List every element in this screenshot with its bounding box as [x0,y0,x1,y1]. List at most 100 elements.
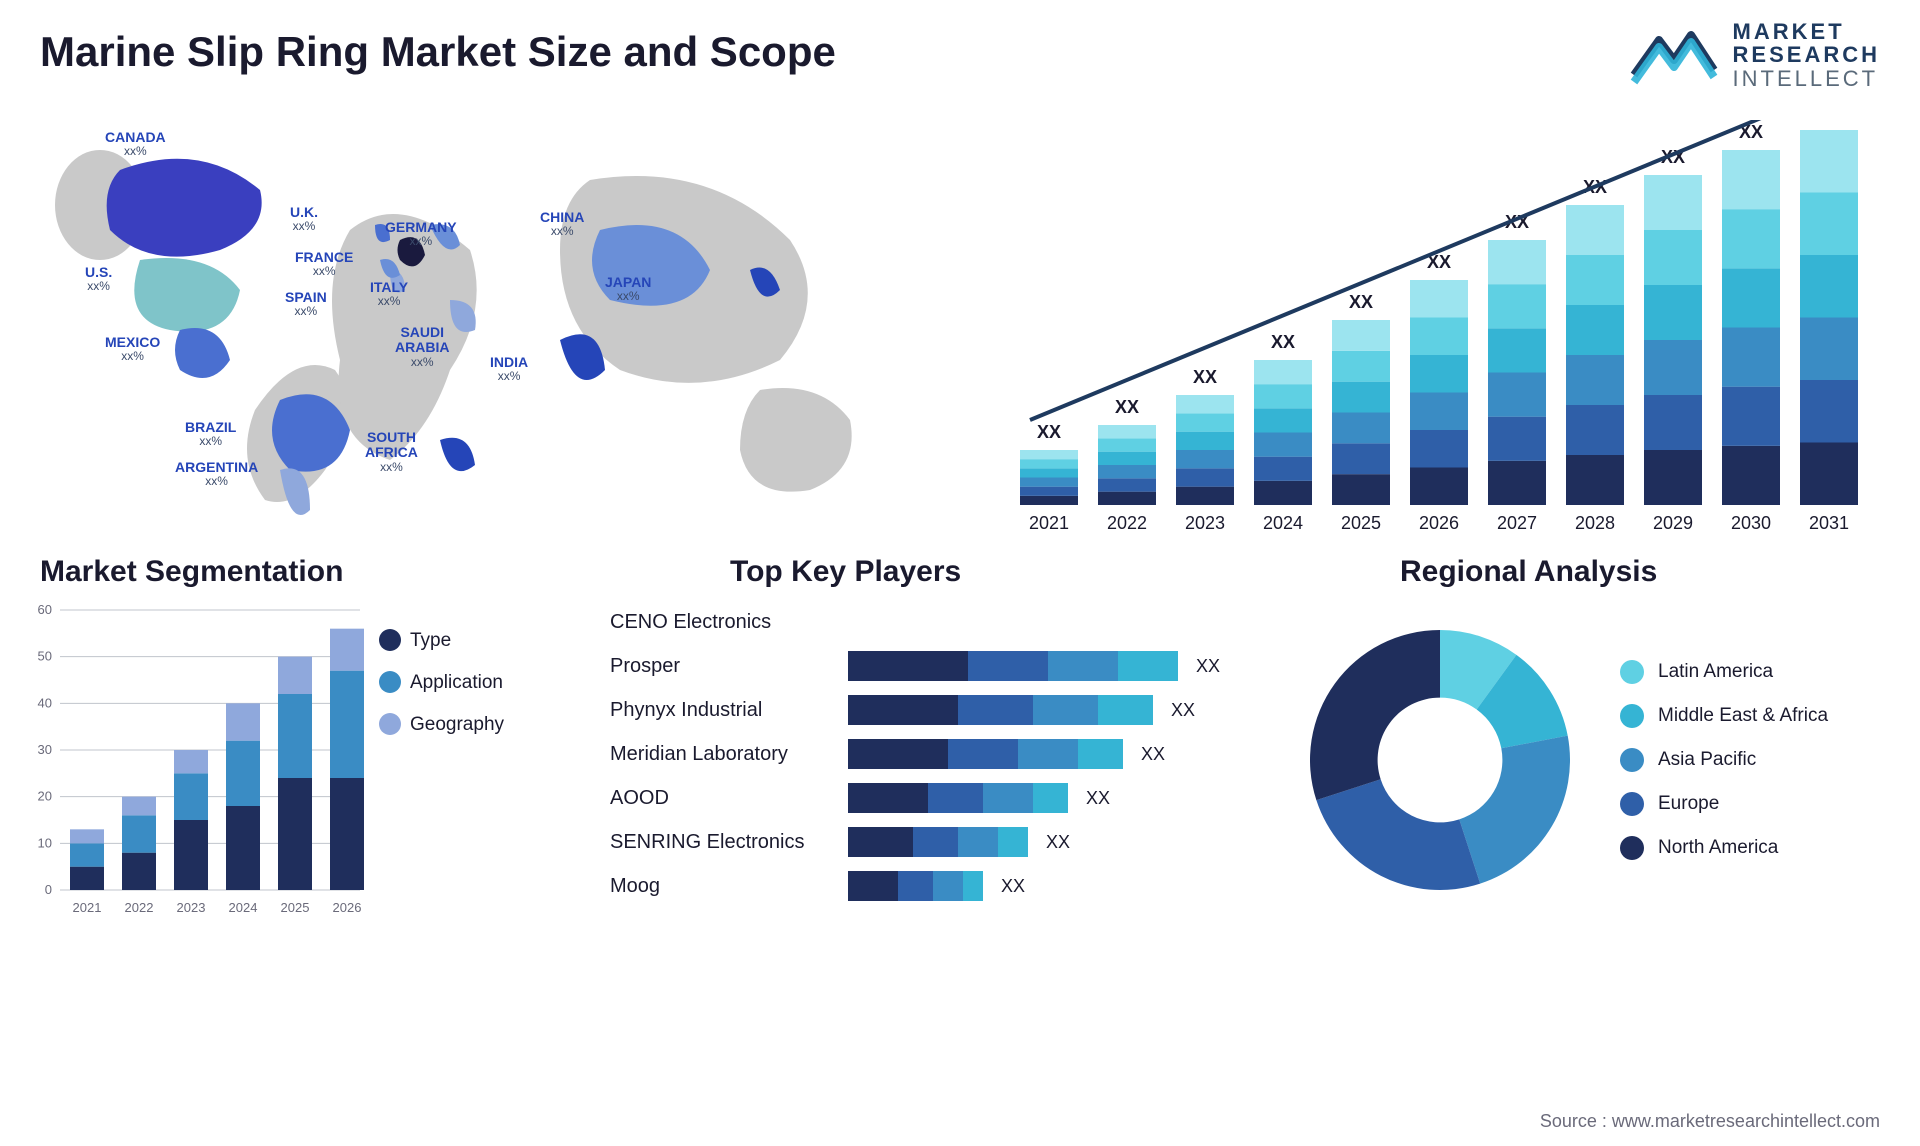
svg-text:2026: 2026 [333,900,362,915]
key-player-row: CENO Electronics [610,600,1250,644]
key-player-name: CENO Electronics [610,611,840,634]
key-player-bar [848,695,1153,725]
svg-text:2023: 2023 [177,900,206,915]
map-label-canada: CANADAxx% [105,130,166,159]
legend-swatch [1620,792,1644,816]
legend-label: Asia Pacific [1658,749,1756,771]
map-label-saudi-arabia: SAUDIARABIAxx% [395,325,449,369]
key-player-value: XX [1001,876,1025,897]
key-player-row: Prosper XX [610,644,1250,688]
svg-text:2021: 2021 [1029,513,1069,533]
svg-text:XX: XX [1193,367,1217,387]
svg-text:XX: XX [1037,422,1061,442]
key-player-row: Phynyx Industrial XX [610,688,1250,732]
map-label-japan: JAPANxx% [605,275,651,304]
svg-text:2025: 2025 [281,900,310,915]
logo-top: MARKET [1733,20,1880,43]
growth-bar-chart: 2021XX2022XX2023XX2024XX2025XX2026XX2027… [1000,120,1880,540]
svg-text:2022: 2022 [125,900,154,915]
svg-text:2024: 2024 [1263,513,1303,533]
regional-analysis: Latin America Middle East & Africa Asia Pa… [1300,600,1900,920]
key-player-name: Phynyx Industrial [610,699,840,722]
logo-bot: INTELLECT [1733,67,1880,90]
key-player-bar [848,827,1028,857]
key-player-name: Meridian Laboratory [610,743,840,766]
key-player-value: XX [1086,788,1110,809]
svg-text:2031: 2031 [1809,513,1849,533]
page-title: Marine Slip Ring Market Size and Scope [40,28,836,76]
map-label-south-africa: SOUTHAFRICAxx% [365,430,418,474]
brand-logo: MARKET RESEARCH INTELLECT [1629,20,1880,90]
key-player-row: Moog XX [610,864,1250,908]
map-label-spain: SPAINxx% [285,290,327,319]
map-label-germany: GERMANYxx% [385,220,457,249]
map-label-mexico: MEXICOxx% [105,335,160,364]
map-label-argentina: ARGENTINAxx% [175,460,258,489]
key-player-name: Moog [610,875,840,898]
svg-text:2028: 2028 [1575,513,1615,533]
svg-text:30: 30 [38,742,52,757]
regional-legend: Latin America Middle East & Africa Asia Pa… [1620,660,1828,860]
key-player-row: Meridian Laboratory XX [610,732,1250,776]
world-map-svg [30,110,930,530]
svg-text:2022: 2022 [1107,513,1147,533]
legend-swatch [1620,704,1644,728]
svg-text:0: 0 [45,882,52,897]
source-footer: Source : www.marketresearchintellect.com [1540,1111,1880,1132]
growth-chart-svg: 2021XX2022XX2023XX2024XX2025XX2026XX2027… [1000,120,1880,540]
legend-label: Latin America [1658,661,1773,683]
svg-text:XX: XX [1817,120,1841,122]
key-player-row: SENRING Electronics XX [610,820,1250,864]
key-player-value: XX [1046,832,1070,853]
svg-text:2021: 2021 [73,900,102,915]
key-player-name: SENRING Electronics [610,831,840,854]
key-player-row: AOODXX [610,776,1250,820]
map-label-u-s-: U.S.xx% [85,265,112,294]
segmentation-heading: Market Segmentation [40,555,343,589]
map-label-brazil: BRAZILxx% [185,420,236,449]
svg-text:2027: 2027 [1497,513,1537,533]
map-label-italy: ITALYxx% [370,280,408,309]
key-player-bar [848,871,983,901]
key-player-value: XX [1171,700,1195,721]
region-legend-item: Latin America [1620,660,1828,684]
svg-text:Geography: Geography [410,714,505,735]
legend-swatch [1620,748,1644,772]
key-player-value: XX [1196,656,1220,677]
logo-swoosh-icon [1629,20,1719,90]
key-players-heading: Top Key Players [730,555,961,589]
legend-label: Europe [1658,793,1719,815]
svg-text:40: 40 [38,695,52,710]
svg-text:20: 20 [38,789,52,804]
svg-text:2023: 2023 [1185,513,1225,533]
region-legend-item: Middle East & Africa [1620,704,1828,728]
world-map: CANADAxx% U.S.xx% MEXICOxx% BRAZILxx% ARGENT… [30,110,930,530]
svg-text:2026: 2026 [1419,513,1459,533]
key-player-bar [848,739,1123,769]
segmentation-chart-svg: 0102030405060202120222023202420252026Typ… [20,600,560,920]
svg-text:2030: 2030 [1731,513,1771,533]
map-label-france: FRANCExx% [295,250,353,279]
key-players-list: CENO ElectronicsProsperXXPhynyx Industri… [610,600,1250,930]
region-legend-item: Asia Pacific [1620,748,1828,772]
legend-label: Middle East & Africa [1658,705,1828,727]
svg-text:10: 10 [38,835,52,850]
segmentation-chart: 0102030405060202120222023202420252026Typ… [20,600,560,920]
svg-text:Application: Application [410,672,503,693]
svg-text:Type: Type [410,630,451,651]
legend-swatch [1620,660,1644,684]
logo-text: MARKET RESEARCH INTELLECT [1733,20,1880,89]
regional-donut [1300,620,1580,900]
svg-text:XX: XX [1115,397,1139,417]
regional-heading: Regional Analysis [1400,555,1657,589]
svg-text:2024: 2024 [229,900,258,915]
map-label-u-k-: U.K.xx% [290,205,318,234]
region-legend-item: North America [1620,836,1828,860]
map-label-india: INDIAxx% [490,355,528,384]
legend-swatch [1620,836,1644,860]
key-player-name: Prosper [610,655,840,678]
svg-text:2025: 2025 [1341,513,1381,533]
key-player-value: XX [1141,744,1165,765]
key-player-bar [848,651,1178,681]
logo-mid: RESEARCH [1733,43,1880,66]
